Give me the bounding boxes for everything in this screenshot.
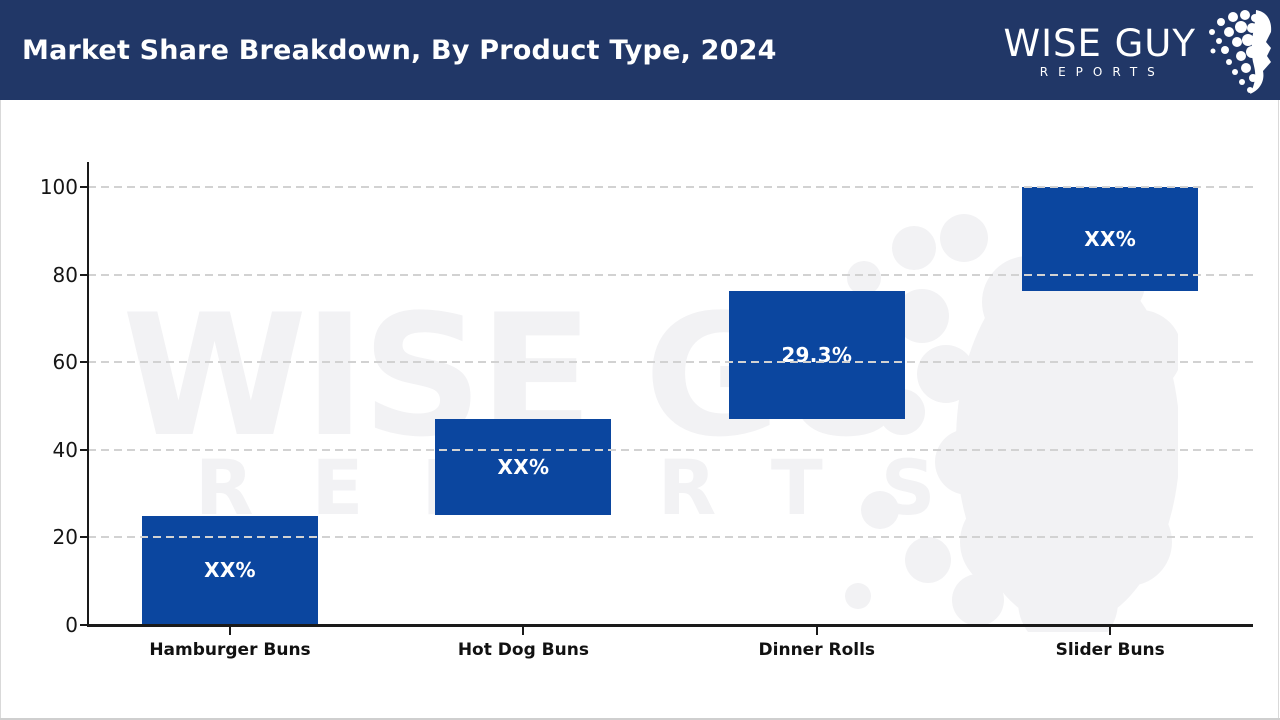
logo-wordmark: WISE GUY — [1003, 22, 1196, 65]
gridline-60 — [88, 361, 1253, 364]
y-axis — [87, 162, 89, 627]
y-tick-0 — [80, 624, 88, 626]
y-tick-label: 20 — [52, 525, 78, 550]
bar-slider-buns: XX% — [1022, 187, 1199, 291]
bottom-edge-line — [0, 718, 1280, 720]
y-tick-label: 60 — [52, 350, 78, 375]
logo-face-icon — [1209, 10, 1272, 94]
y-tick-60 — [80, 361, 88, 364]
bar-hamburger-buns: XX% — [142, 515, 318, 625]
x-tick-0 — [229, 627, 231, 635]
y-tick-label: 40 — [52, 437, 78, 462]
x-tick-2 — [815, 627, 818, 635]
y-tick-label: 80 — [52, 262, 78, 287]
y-tick-100 — [80, 186, 88, 188]
bar-value-label: XX% — [1084, 226, 1137, 251]
category-label: Slider Buns — [1055, 640, 1165, 660]
y-tick-20 — [80, 536, 88, 539]
bar-value-label: XX% — [204, 558, 256, 583]
gridline-100 — [88, 186, 1253, 188]
x-tick-3 — [1109, 627, 1112, 635]
category-label: Hot Dog Buns — [457, 640, 589, 660]
gridline-80 — [88, 273, 1253, 276]
gridline-40 — [88, 448, 1253, 451]
bar-hot-dog-buns: XX% — [435, 419, 612, 516]
y-tick-80 — [80, 273, 88, 276]
logo-subtext: REPORTS — [1039, 65, 1165, 79]
y-tick-40 — [80, 448, 88, 451]
x-axis — [87, 624, 1253, 627]
header: Market Share Breakdown, By Product Type,… — [0, 0, 1280, 100]
chart-area: WISE GU REPORTS XX%XX%29.3%XX% 020406080… — [0, 100, 1280, 720]
bar-value-label: XX% — [497, 455, 550, 480]
category-label: Dinner Rolls — [758, 640, 876, 660]
bar-dinner-rolls: 29.3% — [728, 290, 905, 420]
page-title: Market Share Breakdown, By Product Type,… — [22, 34, 777, 66]
logo-text: WISE GUY REPORTS — [1004, 25, 1196, 79]
wise-guy-reports-logo: WISE GUY REPORTS — [1004, 8, 1272, 96]
y-tick-label: 100 — [39, 175, 78, 199]
bar-value-label: 29.3% — [781, 342, 853, 367]
category-label: Hamburger Buns — [149, 640, 311, 660]
y-tick-label: 0 — [65, 613, 78, 637]
gridline-20 — [88, 536, 1253, 539]
x-tick-1 — [522, 627, 525, 635]
right-edge-line — [1278, 100, 1279, 720]
left-edge-line — [0, 100, 1, 720]
